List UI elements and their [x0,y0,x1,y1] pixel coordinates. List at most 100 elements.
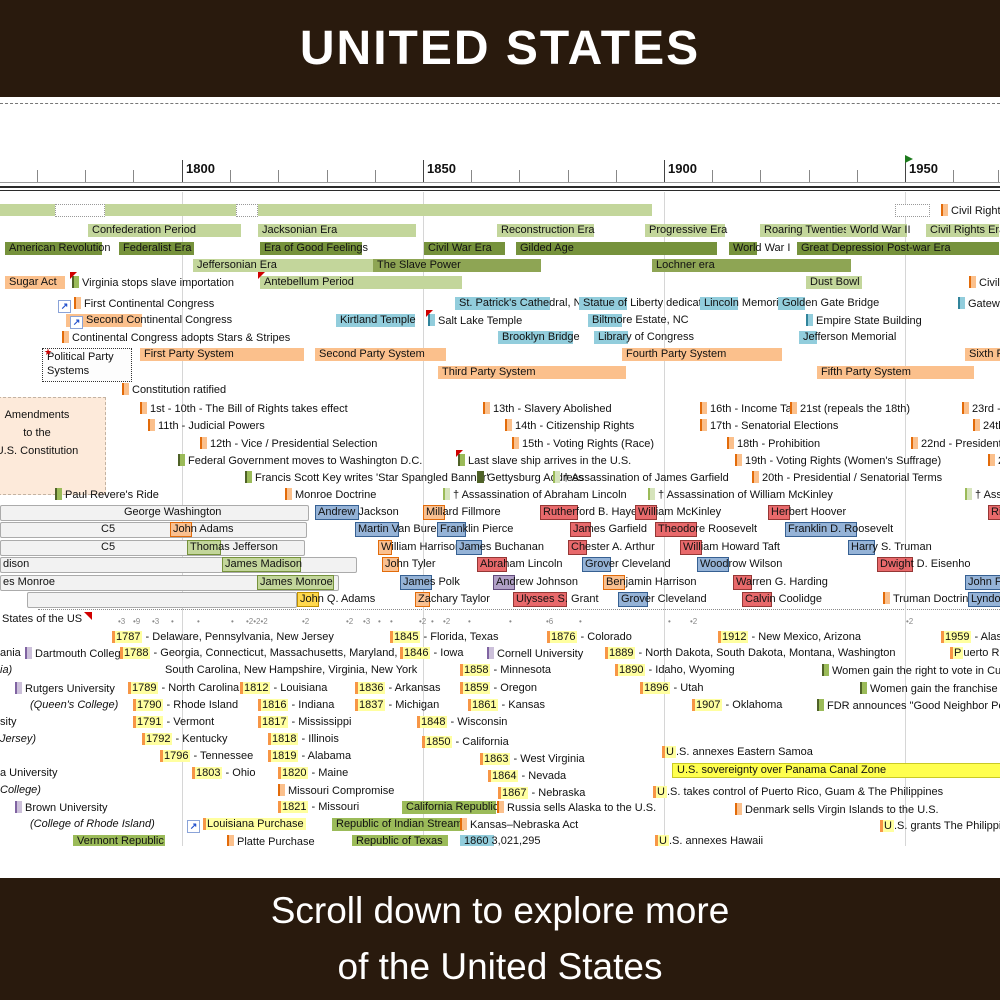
timeline-event-paul-revere-s-ride[interactable]: Paul Revere's Ride [55,488,159,502]
timeline-bar-theodore-roosevelt[interactable]: Theodore Roosevelt [655,522,757,537]
timeline-bar-dust-bowl[interactable]: Dust Bowl [806,276,862,289]
timeline-event-1820-maine[interactable]: 1820 - Maine [278,767,348,780]
timeline-event-1790-rhode-island[interactable]: 1790 - Rhode Island [133,699,238,712]
timeline-bar-james-polk[interactable]: James Polk [400,575,460,590]
timeline-bar-civil-rights-era[interactable]: Civil Rights Era [926,224,1000,237]
timeline-bar-martin-van-buren[interactable]: Martin Van Buren [355,522,443,537]
timeline-event-1787-delaware-pennsylvania-new-jersey[interactable]: 1787 - Delaware, Pennsylvania, New Jerse… [112,631,334,644]
timeline-bar-george-washington[interactable]: George Washington [0,505,309,521]
timeline-event-23rd-v[interactable]: 23rd - V [962,402,1000,416]
timeline-bar-brooklyn-bridge[interactable]: Brooklyn Bridge [498,331,580,344]
timeline-bar-john-q-adams[interactable]: John Q. Adams [297,592,375,607]
timeline-bar-thomas-jefferson[interactable]: Thomas Jefferson [187,540,278,555]
timeline-bar-herbert-hoover[interactable]: Herbert Hoover [768,505,846,520]
timeline-bar-john-f-k[interactable]: John F. K [965,575,1000,590]
timeline-bar-biltmore-estate-nc[interactable]: Biltmore Estate, NC [588,314,689,327]
timeline-bar-great-depression[interactable]: Great Depression [797,242,887,255]
timeline-event-1848-wisconsin[interactable]: 1848 - Wisconsin [417,716,507,729]
timeline-event-1819-alabama[interactable]: 1819 - Alabama [268,750,351,763]
timeline-bar-golden-gate-bridge[interactable]: Golden Gate Bridge [778,297,879,310]
timeline-bar-franklin-pierce[interactable]: Franklin Pierce [437,522,513,537]
timeline-event-1812-louisiana[interactable]: 1812 - Louisiana [240,682,327,695]
timeline-event-1789-north-carolina[interactable]: 1789 - North Carolina [128,682,239,695]
timeline-bar-calvin-coolidge[interactable]: Calvin Coolidge [742,592,822,607]
timeline-event-1858-minnesota[interactable]: 1858 - Minnesota [460,664,551,677]
timeline-event-federal-government-moves-to-washington-d[interactable]: Federal Government moves to Washington D… [178,454,422,468]
timeline-event-1907-oklahoma[interactable]: 1907 - Oklahoma [692,699,782,712]
timeline-bar-rutherford-b-hayes[interactable]: Rutherford B. Hayes [540,505,643,520]
timeline-event-1796-tennessee[interactable]: 1796 - Tennessee [160,750,253,763]
timeline-event-16th-income-tax[interactable]: 16th - Income Tax [700,402,797,416]
timeline-bar-john-adams[interactable]: John Adams [170,522,234,537]
timeline-event-1846-iowa[interactable]: 1846 - Iowa [400,647,464,660]
timeline-bar-civil-war-era[interactable]: Civil War Era [424,242,505,255]
timeline-event-virginia-stops-slave-importation[interactable]: Virginia stops slave importation [70,272,234,290]
timeline-bar-grover-cleveland[interactable]: Grover Cleveland [582,557,671,572]
timeline-bar-antebellum-period[interactable]: Antebellum Period [258,272,462,289]
timeline-event-24th[interactable]: 24th - [973,419,1000,433]
timeline-event-20th-presidential-senatorial-terms[interactable]: 20th - Presidential / Senatorial Terms [752,471,942,485]
timeline-event-u-s-annexes-hawaii[interactable]: U .S. annexes Hawaii [655,835,763,846]
timeline-event-1st-10th-the-bill-of-rights-takes-effect[interactable]: 1st - 10th - The Bill of Rights takes ef… [140,402,348,416]
timeline-event-1859-oregon[interactable]: 1859 - Oregon [460,682,537,695]
timeline-event-1791-vermont[interactable]: 1791 - Vermont [133,716,214,729]
timeline-bar-james-garfield[interactable]: James Garfield [570,522,647,537]
timeline-event-missouri-compromise[interactable]: Missouri Compromise [278,784,394,798]
timeline-event-1850-california[interactable]: 1850 - California [422,736,509,749]
timeline-bar-zachary-taylor[interactable]: Zachary Taylor [415,592,490,607]
timeline-event-12th-vice-presidential-selection[interactable]: 12th - Vice / Presidential Selection [200,437,377,451]
timeline-event-1912-new-mexico-arizona[interactable]: 1912 - New Mexico, Arizona [718,631,861,644]
timeline-event-21st-repeals-the-18th[interactable]: 21st (repeals the 18th) [790,402,910,416]
timeline-bar-dwight-d-eisenho[interactable]: Dwight D. Eisenho [877,557,971,572]
timeline-event-ass[interactable]: † Ass [965,488,1000,502]
timeline-bar-harry-s-truman[interactable]: Harry S. Truman [848,540,932,555]
states-section-label[interactable]: States of the US [2,612,93,626]
timeline-bar-andrew-johnson[interactable]: Andrew Johnson [493,575,578,590]
timeline-event-15th-voting-rights-race[interactable]: 15th - Voting Rights (Race) [512,437,654,451]
timeline-bar-james-buchanan[interactable]: James Buchanan [456,540,544,555]
timeline-event-1876-colorado[interactable]: 1876 - Colorado [547,631,632,644]
timeline-bar-era-of-good-feelings[interactable]: Era of Good Feelings [260,242,368,255]
timeline-bar-benjamin-harrison[interactable]: Benjamin Harrison [603,575,696,590]
timeline-bar-john-tyler[interactable]: John Tyler [382,557,436,572]
timeline-event-gatewa[interactable]: Gatewa [958,297,1000,311]
timeline-event-brown-university[interactable]: Brown University [15,801,108,815]
timeline-event-assassination-of-james-garfield[interactable]: † Assassination of James Garfield [553,471,729,485]
timeline-bar-second-party-system[interactable]: Second Party System [315,348,446,361]
timeline-event-civil-r[interactable]: Civil R [969,276,1000,290]
timeline-bar-post-war-era[interactable]: Post-war Era [883,242,999,255]
timeline-bar-federalist-era[interactable]: Federalist Era [119,242,194,255]
timeline-event-first-continental-congress[interactable]: ↗ First Continental Congress [58,297,214,313]
timeline-bar-es-monroe[interactable]: es Monroe [0,575,339,591]
group-box-amendments[interactable]: Amendments to the U.S. Constitution [0,397,106,495]
timeline-event-rutgers-university[interactable]: Rutgers University [15,682,115,696]
timeline-event-19th-voting-rights-women-s-suffrage[interactable]: 19th - Voting Rights (Women's Suffrage) [735,454,941,468]
timeline-event-1896-utah[interactable]: 1896 - Utah [640,682,704,695]
timeline-event-1845-florida-texas[interactable]: 1845 - Florida, Texas [390,631,499,644]
timeline-bar-1860-3-021-295[interactable]: 1860 3,021,295 [460,835,540,846]
timeline-bar-reconstruction-era[interactable]: Reconstruction Era [497,224,595,237]
timeline-event-truman-doctrine[interactable]: Truman Doctrine [883,592,975,606]
timeline-bar-franklin-d-roosevelt[interactable]: Franklin D. Roosevelt [785,522,893,537]
timeline-bar-sugar-act[interactable]: Sugar Act [5,276,65,289]
timeline-event-dartmouth-college[interactable]: Dartmouth College [25,647,127,661]
timeline-event-1837-michigan[interactable]: 1837 - Michigan [355,699,439,712]
timeline-event-russia-sells-alaska-to-the-u-s[interactable]: Russia sells Alaska to the U.S. [497,801,656,815]
timeline-event-1959-alas[interactable]: 1959 - Alas [941,631,1000,644]
timeline-canvas[interactable]: 1800 1850 1900 1950 •3 •9 •3 • • • •2•2•2 •2 •2 •3 • • •… [0,0,1000,846]
timeline-event-assassination-of-abraham-lincoln[interactable]: † Assassination of Abraham Lincoln [443,488,627,502]
timeline-bar-republic-of-texas[interactable]: Republic of Texas [352,835,448,846]
timeline-bar-second-continental-congress[interactable]: ↗ Second Continental Congress [66,314,232,329]
timeline-bar-third-party-system[interactable]: Third Party System [438,366,626,379]
timeline-event-1863-west-virginia[interactable]: 1863 - West Virginia [480,753,585,766]
timeline-bar-world-war-i[interactable]: World War I [729,242,790,255]
timeline-event-assassination-of-william-mckinley[interactable]: † Assassination of William McKinley [648,488,833,502]
timeline-bar-fifth-party-system[interactable]: Fifth Party System [817,366,974,379]
timeline-bar-roaring-twenties[interactable]: Roaring Twenties [760,224,849,237]
timeline-event-1792-kentucky[interactable]: 1792 - Kentucky [142,733,228,746]
timeline-event-25th[interactable]: 25th [988,454,1000,468]
timeline-bar-jeffersonian-era[interactable]: Jeffersonian Era [193,259,376,272]
timeline-event-continental-congress-adopts-stars-stripe[interactable]: Continental Congress adopts Stars & Stri… [62,331,290,345]
timeline-bar-st-patrick-s-cathedral-ny[interactable]: St. Patrick's Cathedral, NY [455,297,589,310]
timeline-bar-ri[interactable]: Ri [988,505,1000,520]
